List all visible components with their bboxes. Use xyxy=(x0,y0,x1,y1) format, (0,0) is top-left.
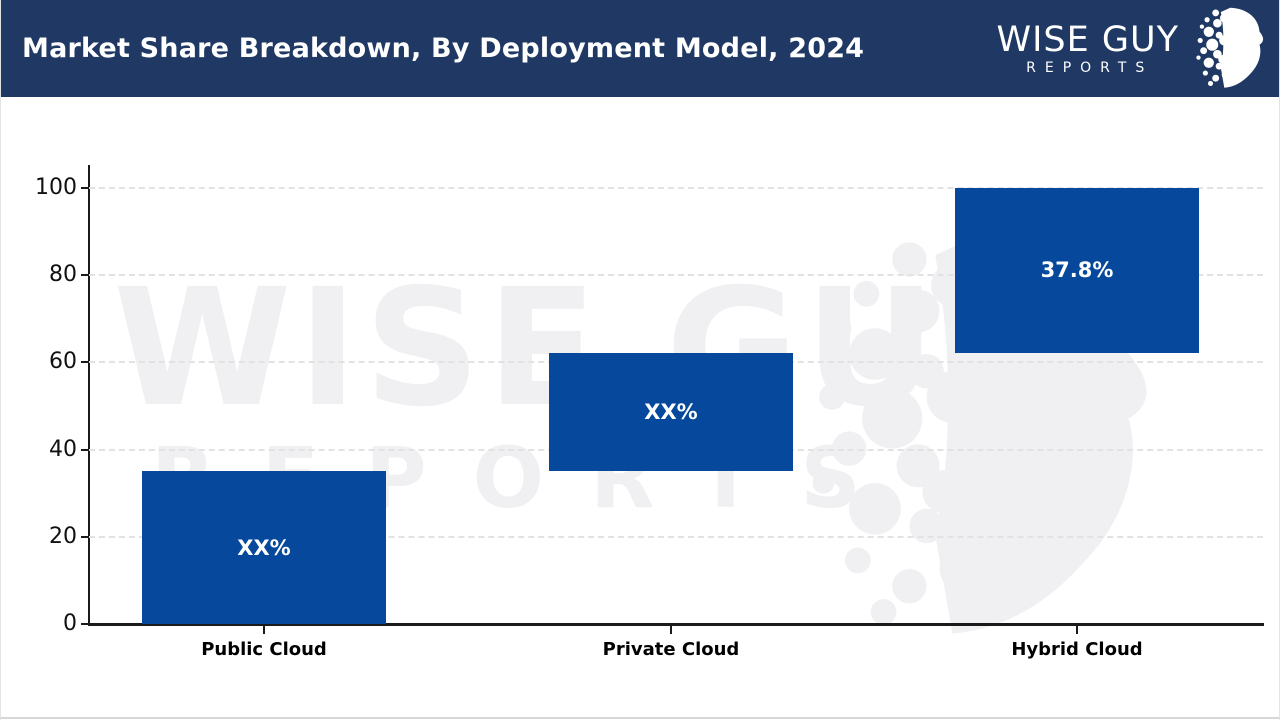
x-tick-mark-public-cloud xyxy=(263,626,265,634)
y-tick-mark-100 xyxy=(81,187,89,189)
page-title: Market Share Breakdown, By Deployment Mo… xyxy=(22,33,865,64)
x-axis xyxy=(88,623,1264,626)
y-tick-label-20: 20 xyxy=(49,523,77,549)
brand-subtitle: REPORTS xyxy=(1026,59,1154,76)
y-axis xyxy=(88,165,90,625)
brand-logo: WISE GUY REPORTS xyxy=(996,6,1279,92)
y-tick-mark-40 xyxy=(81,448,89,451)
brand-logo-text: WISE GUY REPORTS xyxy=(996,19,1179,76)
y-tick-label-80: 80 xyxy=(49,262,77,288)
y-tick-mark-60 xyxy=(81,361,89,364)
gridline-y-80 xyxy=(89,274,1263,277)
y-tick-label-60: 60 xyxy=(49,349,77,375)
x-category-label-public-cloud: Public Cloud xyxy=(201,639,327,660)
bottom-border-line xyxy=(1,717,1279,719)
y-tick-mark-0 xyxy=(81,623,89,625)
gridline-y-20 xyxy=(89,535,1263,538)
brand-name: WISE GUY xyxy=(996,19,1179,60)
x-tick-mark-hybrid-cloud xyxy=(1076,626,1078,634)
y-tick-label-40: 40 xyxy=(49,436,77,462)
brand-head-dots-icon xyxy=(1196,7,1264,88)
bar-value-label-private-cloud: XX% xyxy=(644,400,698,425)
bar-public-cloud: XX% xyxy=(142,471,386,624)
y-tick-mark-80 xyxy=(81,274,89,277)
bar-hybrid-cloud: 37.8% xyxy=(955,188,1199,353)
y-tick-mark-20 xyxy=(81,535,89,538)
x-category-label-hybrid-cloud: Hybrid Cloud xyxy=(1011,639,1143,660)
bar-value-label-hybrid-cloud: 37.8% xyxy=(1040,258,1114,283)
x-category-label-private-cloud: Private Cloud xyxy=(602,639,740,660)
bar-private-cloud: XX% xyxy=(549,352,793,472)
y-tick-label-0: 0 xyxy=(63,611,77,636)
x-tick-mark-private-cloud xyxy=(670,626,672,634)
header-bar: Market Share Breakdown, By Deployment Mo… xyxy=(1,0,1279,97)
bar-value-label-public-cloud: XX% xyxy=(237,535,291,560)
y-tick-label-100: 100 xyxy=(35,175,77,200)
gridline-y-100 xyxy=(89,187,1263,189)
